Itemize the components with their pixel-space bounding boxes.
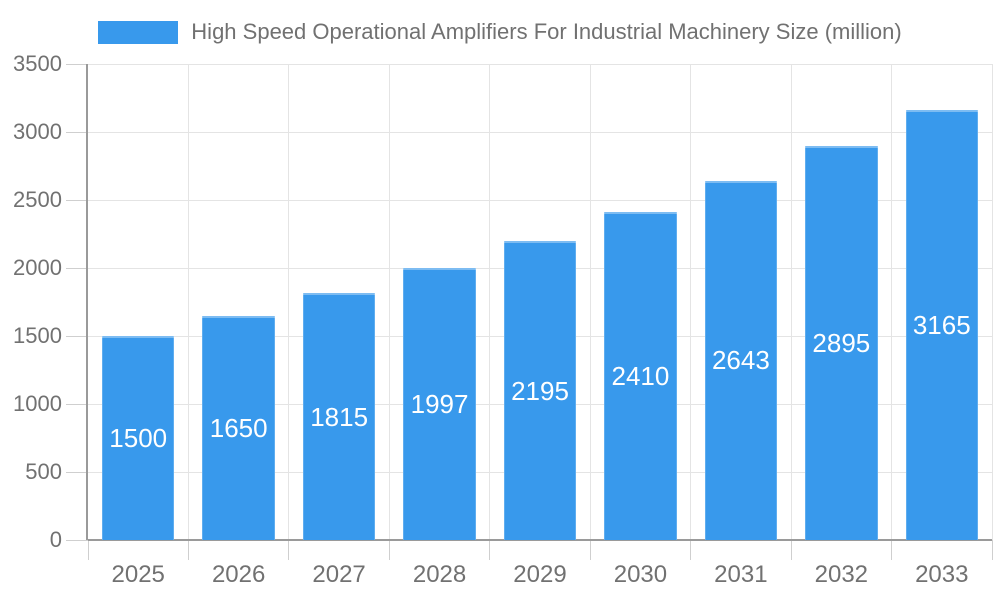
x-axis-label: 2030 xyxy=(613,561,668,588)
x-gridline xyxy=(991,64,993,540)
bar-value-label: 2410 xyxy=(611,361,670,392)
x-tick-mark xyxy=(288,540,290,560)
bar xyxy=(604,212,677,540)
bar-value-label: 2643 xyxy=(711,345,770,376)
x-tick-mark xyxy=(87,540,89,560)
y-tick-mark xyxy=(66,335,88,337)
x-axis-label: 2032 xyxy=(814,561,869,588)
y-tick-mark xyxy=(66,199,88,201)
y-tick-mark xyxy=(66,131,88,133)
y-axis-label: 2000 xyxy=(13,255,62,280)
y-gridline xyxy=(88,131,992,133)
x-gridline xyxy=(187,64,189,540)
x-gridline xyxy=(288,64,290,540)
x-tick-mark xyxy=(589,540,591,560)
legend-swatch xyxy=(98,20,179,44)
y-axis-label: 1500 xyxy=(13,323,62,348)
x-axis-label: 2029 xyxy=(513,561,567,588)
bar xyxy=(403,268,476,540)
bar xyxy=(503,241,577,540)
x-tick-mark xyxy=(690,540,692,560)
y-gridline xyxy=(88,63,992,65)
bar-value-label: 1815 xyxy=(310,401,369,432)
bar xyxy=(905,109,979,540)
bar-value-label: 1997 xyxy=(410,389,469,420)
bar-value-label: 1650 xyxy=(209,412,268,443)
y-axis-line xyxy=(86,64,88,540)
y-axis-label: 3000 xyxy=(13,119,62,144)
x-tick-mark xyxy=(187,540,189,560)
y-axis-label: 500 xyxy=(25,459,62,484)
bar xyxy=(704,180,778,540)
x-tick-mark xyxy=(790,540,792,560)
x-gridline xyxy=(891,64,893,540)
y-gridline xyxy=(88,199,992,201)
y-axis-label: 0 xyxy=(49,527,62,552)
bar xyxy=(805,146,878,540)
y-axis-label: 2500 xyxy=(13,187,62,212)
y-tick-mark xyxy=(66,539,88,541)
x-tick-mark xyxy=(891,540,893,560)
bar xyxy=(302,293,376,540)
bar-value-label: 1500 xyxy=(109,423,168,453)
x-tick-mark xyxy=(991,540,993,560)
x-gridline xyxy=(790,64,792,540)
x-axis-label: 2028 xyxy=(412,561,467,588)
y-tick-mark xyxy=(66,403,88,405)
x-axis-label: 2025 xyxy=(111,561,165,588)
x-gridline xyxy=(589,64,591,540)
x-axis-label: 2033 xyxy=(915,561,969,588)
y-axis-label: 3500 xyxy=(13,51,62,76)
x-axis-label: 2031 xyxy=(714,561,768,588)
bar xyxy=(101,336,175,540)
x-axis-label: 2027 xyxy=(312,561,366,588)
bar xyxy=(202,315,275,540)
y-tick-mark xyxy=(66,471,88,473)
x-gridline xyxy=(388,64,390,540)
y-axis-label: 1000 xyxy=(13,391,62,416)
x-tick-mark xyxy=(388,540,390,560)
bar-value-label: 3165 xyxy=(912,309,971,340)
x-tick-mark xyxy=(489,540,491,560)
bar-value-label: 2895 xyxy=(812,328,871,359)
x-axis-line xyxy=(88,539,992,541)
x-axis-label: 2026 xyxy=(211,561,266,588)
y-tick-mark xyxy=(66,267,88,269)
y-tick-mark xyxy=(66,63,88,65)
x-gridline xyxy=(690,64,692,540)
x-gridline xyxy=(489,64,491,540)
legend: High Speed Operational Amplifiers For In… xyxy=(0,20,1000,44)
legend-label: High Speed Operational Amplifiers For In… xyxy=(191,19,902,44)
bar-value-label: 2195 xyxy=(511,375,569,406)
